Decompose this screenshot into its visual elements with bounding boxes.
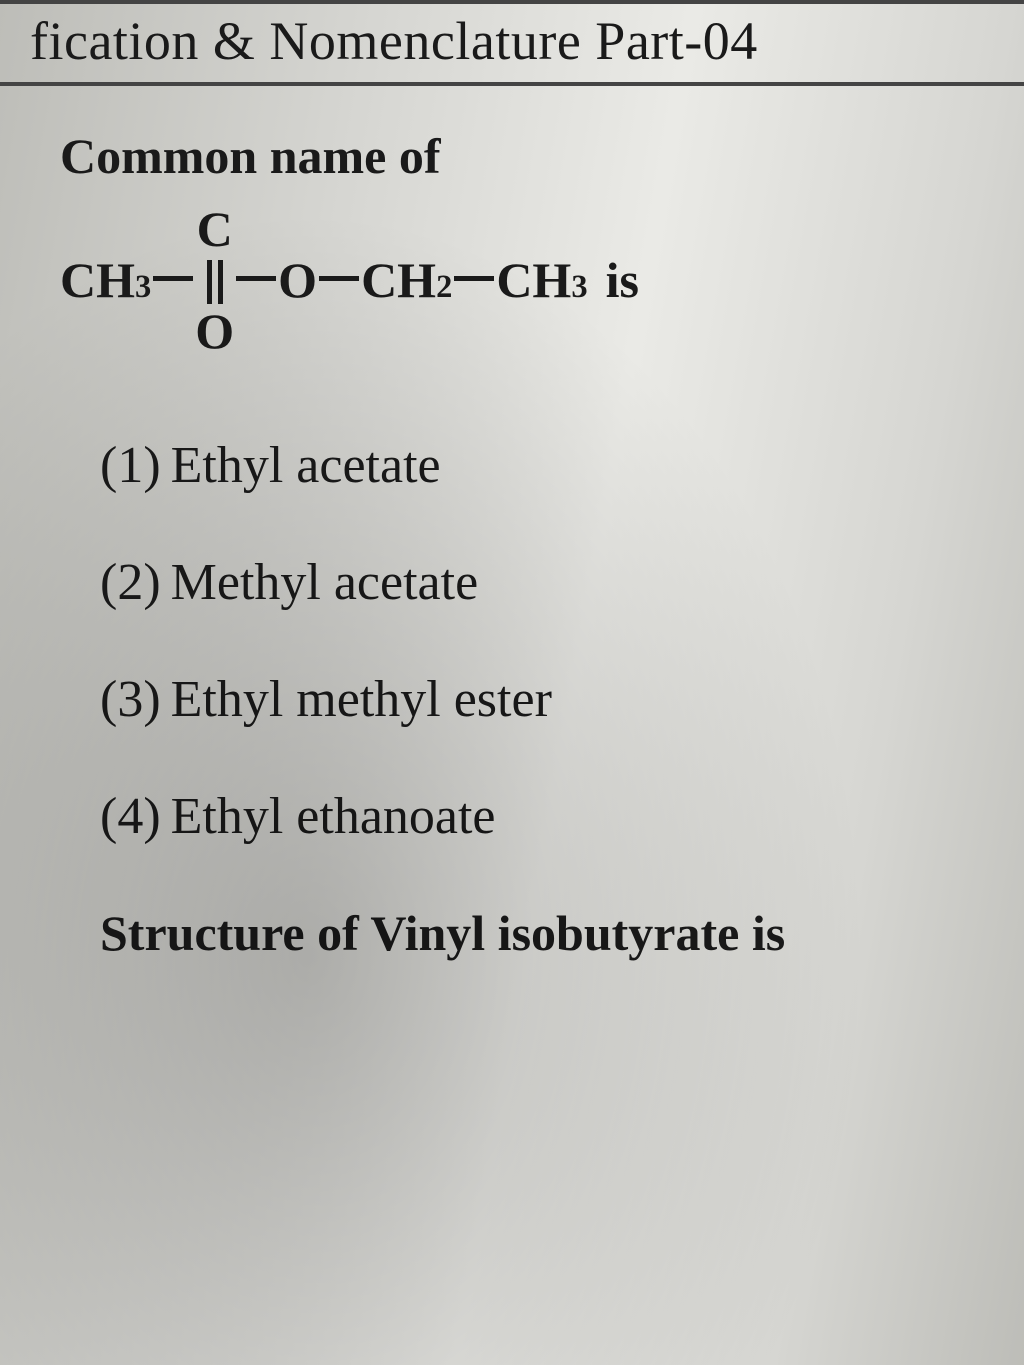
page: fication & Nomenclature Part-04 Common n… bbox=[0, 0, 1024, 1365]
question-line: Common name of CH3 C O O CH2 bbox=[60, 126, 984, 356]
option-1[interactable]: (1)Ethyl acetate bbox=[100, 436, 984, 495]
option-number: (4) bbox=[100, 788, 161, 845]
formula-ch3b: CH bbox=[496, 250, 571, 310]
options-list: (1)Ethyl acetate (2)Methyl acetate (3)Et… bbox=[60, 436, 984, 846]
double-bond bbox=[207, 260, 223, 304]
option-2[interactable]: (2)Methyl acetate bbox=[100, 553, 984, 612]
next-question-line: Structure of Vinyl isobutyrate is bbox=[60, 904, 984, 962]
question-block: Common name of CH3 C O O CH2 bbox=[0, 86, 1024, 962]
option-4[interactable]: (4)Ethyl ethanoate bbox=[100, 787, 984, 846]
option-3[interactable]: (3)Ethyl methyl ester bbox=[100, 670, 984, 729]
formula-ch2: CH bbox=[361, 250, 436, 310]
option-text: Ethyl methyl ester bbox=[171, 671, 552, 728]
option-number: (1) bbox=[100, 437, 161, 494]
section-header: fication & Nomenclature Part-04 bbox=[0, 0, 1024, 86]
formula-ch: CH bbox=[60, 250, 135, 310]
formula-group-o: O bbox=[278, 250, 317, 310]
formula-group-ch3-b: CH3 bbox=[496, 250, 587, 310]
single-bond-1 bbox=[153, 276, 193, 281]
question-suffix: is bbox=[606, 250, 639, 310]
single-bond-3 bbox=[319, 276, 359, 281]
formula-o-double: O bbox=[195, 306, 234, 356]
option-text: Ethyl ethanoate bbox=[171, 788, 496, 845]
section-title-text: fication & Nomenclature Part-04 bbox=[30, 11, 758, 71]
formula-o: O bbox=[278, 250, 317, 310]
option-text: Ethyl acetate bbox=[171, 437, 441, 494]
option-number: (2) bbox=[100, 554, 161, 611]
formula-carbonyl: C O bbox=[195, 204, 234, 356]
formula-group-ch3-a: CH3 bbox=[60, 250, 151, 310]
formula-group-ch2: CH2 bbox=[361, 250, 452, 310]
single-bond-4 bbox=[454, 276, 494, 281]
option-number: (3) bbox=[100, 671, 161, 728]
next-question-text: Structure of Vinyl isobutyrate is bbox=[100, 905, 785, 961]
option-text: Methyl acetate bbox=[171, 554, 479, 611]
single-bond-2 bbox=[236, 276, 276, 281]
chemical-formula: CH3 C O O CH2 CH3 bbox=[60, 204, 588, 356]
question-prefix: Common name of bbox=[60, 126, 441, 186]
formula-c: C bbox=[197, 204, 233, 254]
